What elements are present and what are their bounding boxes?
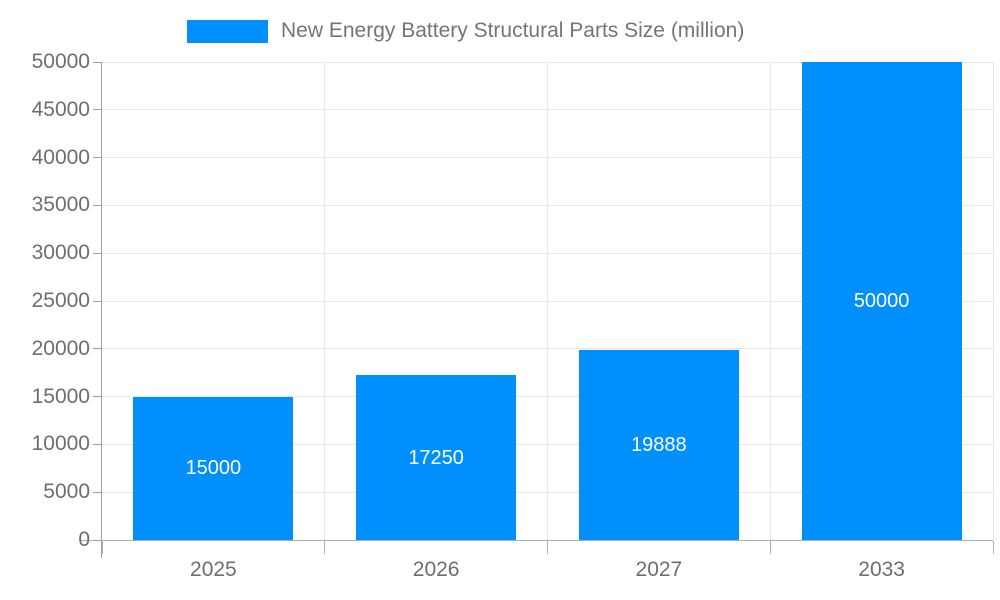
y-tick-label: 15000 [31,384,90,408]
y-axis-tick [93,539,101,541]
y-tick-label: 35000 [31,193,90,217]
x-axis-tick [547,541,548,554]
x-tick-label: 2026 [412,558,460,581]
y-tick-label: 25000 [31,289,90,312]
x-axis-tick [769,541,771,554]
x-tick-label: 2033 [858,558,905,581]
y-axis-tick [93,109,101,111]
x-axis-tick [992,541,994,554]
legend-item[interactable]: New Energy Battery Structural Parts Size… [187,19,744,43]
y-tick-label: 30000 [31,241,90,265]
gridline-vertical [547,62,548,540]
bar-value-label: 19888 [631,433,687,456]
y-axis-tick [93,348,101,350]
y-tick-label: 0 [78,528,90,551]
gridline-vertical [324,62,326,540]
bar[interactable]: 17250 [356,375,517,540]
y-tick-label: 45000 [31,97,90,121]
x-axis-line [80,540,993,541]
y-tick-label: 40000 [31,145,90,169]
y-axis-tick [93,300,101,302]
bar-value-label: 50000 [853,290,910,312]
y-axis-tick [93,61,101,63]
legend-swatch [187,19,268,43]
y-axis-tick [93,491,101,493]
y-tick-label: 10000 [31,432,90,456]
bar[interactable]: 15000 [133,396,294,540]
bar-value-label: 15000 [185,457,242,480]
legend-label: New Energy Battery Structural Parts Size… [281,19,745,42]
y-axis-tick [93,443,101,445]
x-axis-tick [101,541,103,554]
plot-area: 15000 17250 19888 50000 [80,61,994,558]
y-axis-tick [93,157,101,159]
y-axis-tick [93,252,101,254]
y-tick-label: 5000 [43,480,90,504]
y-axis-tick [93,204,101,206]
x-axis-tick [324,541,326,554]
bar-value-label: 17250 [408,446,464,469]
bar[interactable]: 19888 [578,349,739,540]
y-axis-line [101,62,102,558]
y-tick-label: 50000 [31,50,90,73]
x-tick-label: 2025 [190,558,237,581]
gridline-vertical [992,62,994,540]
x-tick-label: 2027 [635,558,683,581]
bar[interactable]: 50000 [801,62,962,540]
gridline-vertical [769,62,771,540]
y-tick-label: 20000 [31,336,90,360]
y-axis-tick [93,396,101,398]
